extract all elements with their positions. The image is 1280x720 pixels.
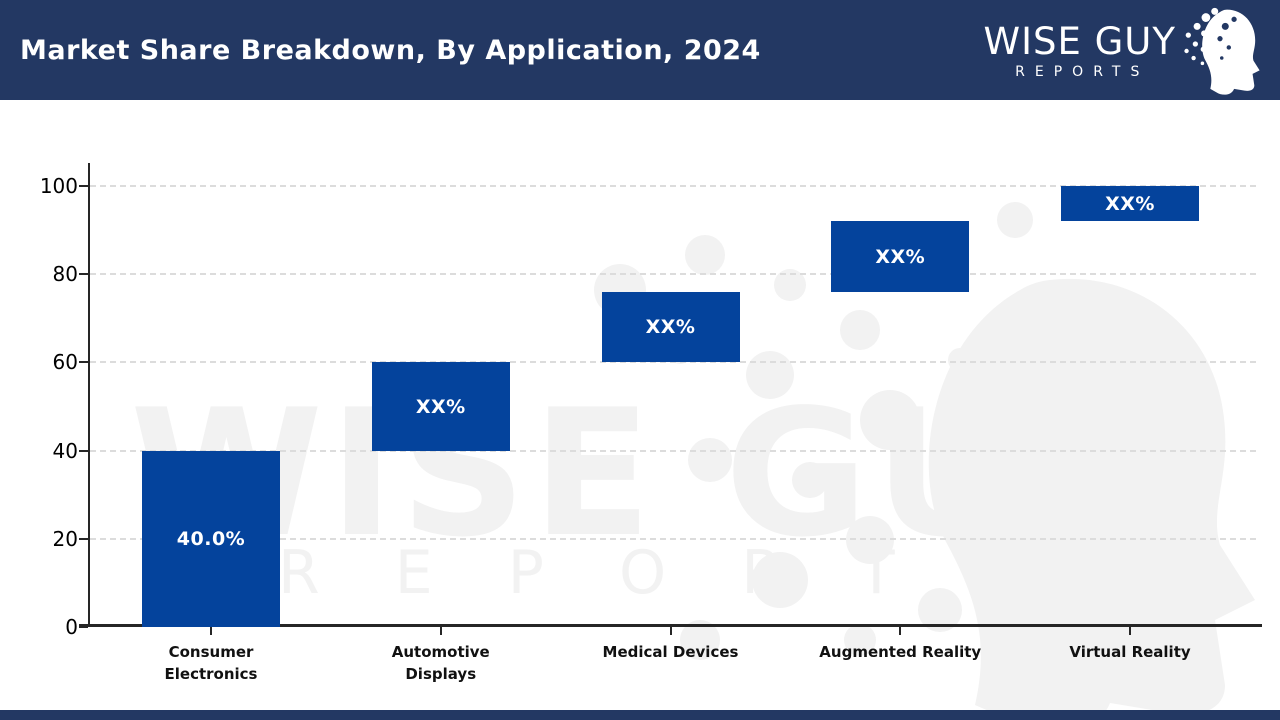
bar-segment: XX% xyxy=(1061,186,1199,222)
logo-wordmark: WISE GUY xyxy=(983,19,1176,63)
bar-segment: XX% xyxy=(371,362,510,451)
y-tick-label-100: 100 xyxy=(39,174,78,198)
bar-value-label: XX% xyxy=(1105,192,1155,215)
gridline-40 xyxy=(90,449,1256,452)
bar-value-label: XX% xyxy=(645,316,696,339)
bar-value-label: XX% xyxy=(415,395,466,418)
logo-subtitle: REPORTS xyxy=(1015,63,1150,80)
wise-guy-logo: WISE GUY REPORTS xyxy=(984,7,1262,95)
gridline-80 xyxy=(90,273,1256,276)
x-category-label: Augmented Reality xyxy=(819,643,982,661)
plot-area: 0 20 40 60 80 100 40.0% Consumer Electronics XX%… xyxy=(40,163,1262,683)
x-category-label: Automotive Displays xyxy=(391,643,490,683)
x-tick-0 xyxy=(210,627,212,635)
x-category-label: Medical Devices xyxy=(602,643,739,661)
bar-segment: XX% xyxy=(601,291,740,363)
header-band: Market Share Breakdown, By Application, … xyxy=(0,0,1280,100)
logo-face-icon xyxy=(1184,7,1260,95)
y-tick-0 xyxy=(79,626,88,628)
gridline-60 xyxy=(90,361,1256,364)
y-tick-label-0: 0 xyxy=(65,615,78,639)
y-tick-80 xyxy=(79,273,88,276)
footer-band xyxy=(0,710,1280,720)
y-tick-label-60: 60 xyxy=(52,350,78,375)
y-tick-label-20: 20 xyxy=(52,526,78,551)
bar-segment: 40.0% xyxy=(142,450,280,627)
y-tick-100 xyxy=(79,185,88,187)
bar-value-label: XX% xyxy=(875,245,926,268)
watermark-layer: WISE GUY R E P O R T S xyxy=(0,100,1280,710)
watermark-face-icon xyxy=(594,202,1255,710)
y-tick-label-80: 80 xyxy=(52,262,78,287)
x-category-label: Virtual Reality xyxy=(1069,643,1191,661)
x-tick-2 xyxy=(669,627,672,635)
y-tick-label-40: 40 xyxy=(52,438,78,463)
bar-value-label: 40.0% xyxy=(176,527,246,550)
bar-segment: XX% xyxy=(831,221,970,292)
x-category-label: Consumer Electronics xyxy=(164,643,258,683)
y-tick-20 xyxy=(79,537,88,540)
page-title: Market Share Breakdown, By Application, … xyxy=(20,34,761,66)
y-tick-40 xyxy=(79,449,88,452)
x-axis-spine xyxy=(79,624,1262,627)
gridline-20 xyxy=(90,537,1256,540)
x-tick-3 xyxy=(899,627,902,635)
x-tick-1 xyxy=(439,627,442,635)
gridline-100 xyxy=(90,185,1256,187)
x-tick-4 xyxy=(1129,627,1131,635)
y-axis-spine xyxy=(88,163,90,627)
logo-text: WISE GUY REPORTS xyxy=(984,23,1176,80)
y-tick-60 xyxy=(79,361,88,364)
